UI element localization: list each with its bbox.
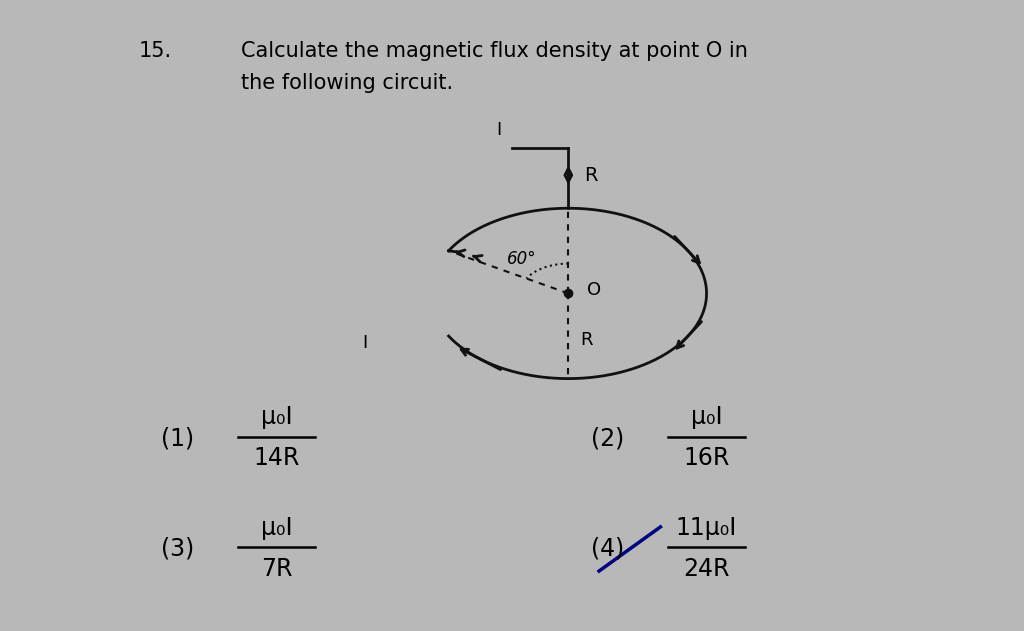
Text: O: O — [587, 281, 601, 299]
Text: 14R: 14R — [253, 446, 300, 470]
Text: 15.: 15. — [138, 41, 171, 61]
Text: μ₀I: μ₀I — [261, 516, 292, 540]
Text: μ₀I: μ₀I — [261, 405, 292, 429]
Text: I: I — [497, 121, 502, 139]
Text: Calculate the magnetic flux density at point O in: Calculate the magnetic flux density at p… — [241, 41, 748, 61]
Text: 11μ₀I: 11μ₀I — [676, 516, 737, 540]
Text: 16R: 16R — [683, 446, 730, 470]
Text: μ₀I: μ₀I — [691, 405, 722, 429]
Text: 60°: 60° — [508, 250, 537, 268]
Text: R: R — [581, 331, 593, 350]
Text: (3): (3) — [162, 537, 195, 561]
Text: 7R: 7R — [261, 557, 292, 581]
Text: 24R: 24R — [683, 557, 730, 581]
Text: (2): (2) — [592, 427, 625, 451]
Text: (4): (4) — [592, 537, 625, 561]
Text: the following circuit.: the following circuit. — [241, 73, 453, 93]
Text: (1): (1) — [162, 427, 195, 451]
Text: I: I — [362, 334, 368, 353]
Text: R: R — [584, 165, 597, 185]
